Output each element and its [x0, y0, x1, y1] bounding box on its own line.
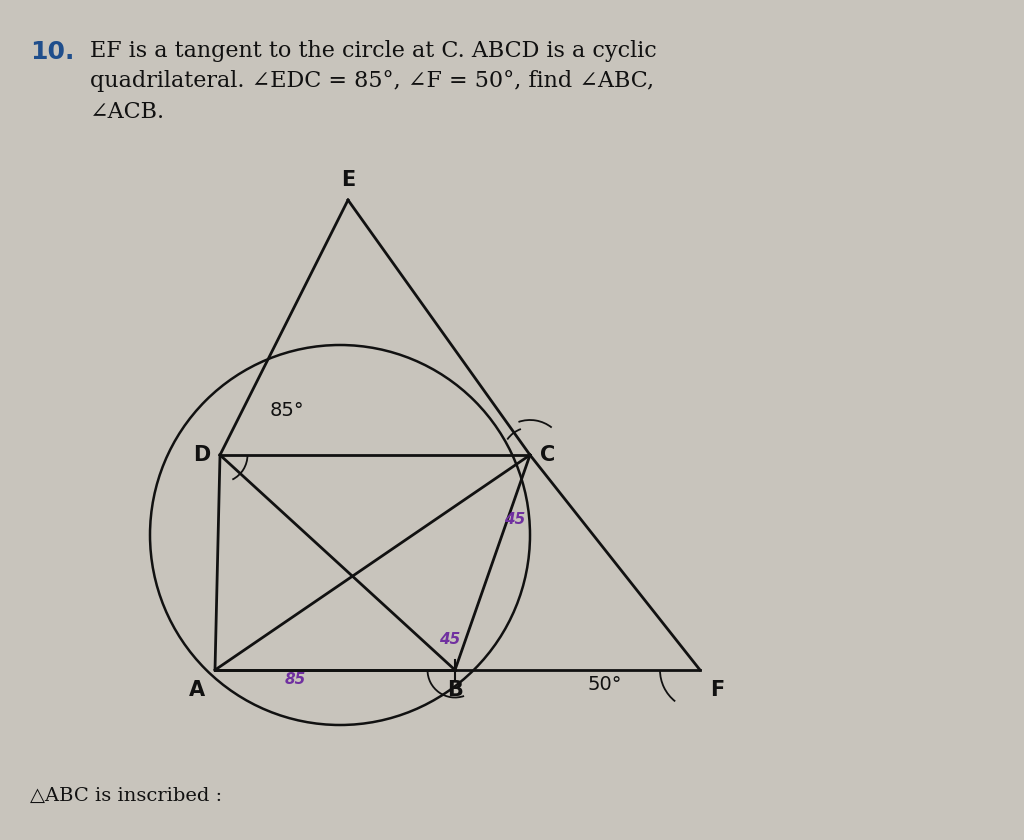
Text: F: F [710, 680, 724, 700]
Text: A: A [188, 680, 205, 700]
Text: EF is a tangent to the circle at C. ABCD is a cyclic
quadrilateral. ∠EDC = 85°, : EF is a tangent to the circle at C. ABCD… [90, 40, 656, 123]
Text: C: C [540, 445, 555, 465]
Text: E: E [341, 170, 355, 190]
Text: 85°: 85° [270, 401, 304, 419]
Text: △ABC is inscribed :: △ABC is inscribed : [30, 787, 222, 805]
Text: 50°: 50° [588, 675, 623, 694]
Text: 45: 45 [505, 512, 525, 528]
Text: 85: 85 [285, 673, 305, 687]
Text: 45: 45 [439, 633, 461, 648]
Text: B: B [447, 680, 463, 700]
Text: 10.: 10. [30, 40, 75, 64]
Text: D: D [193, 445, 210, 465]
